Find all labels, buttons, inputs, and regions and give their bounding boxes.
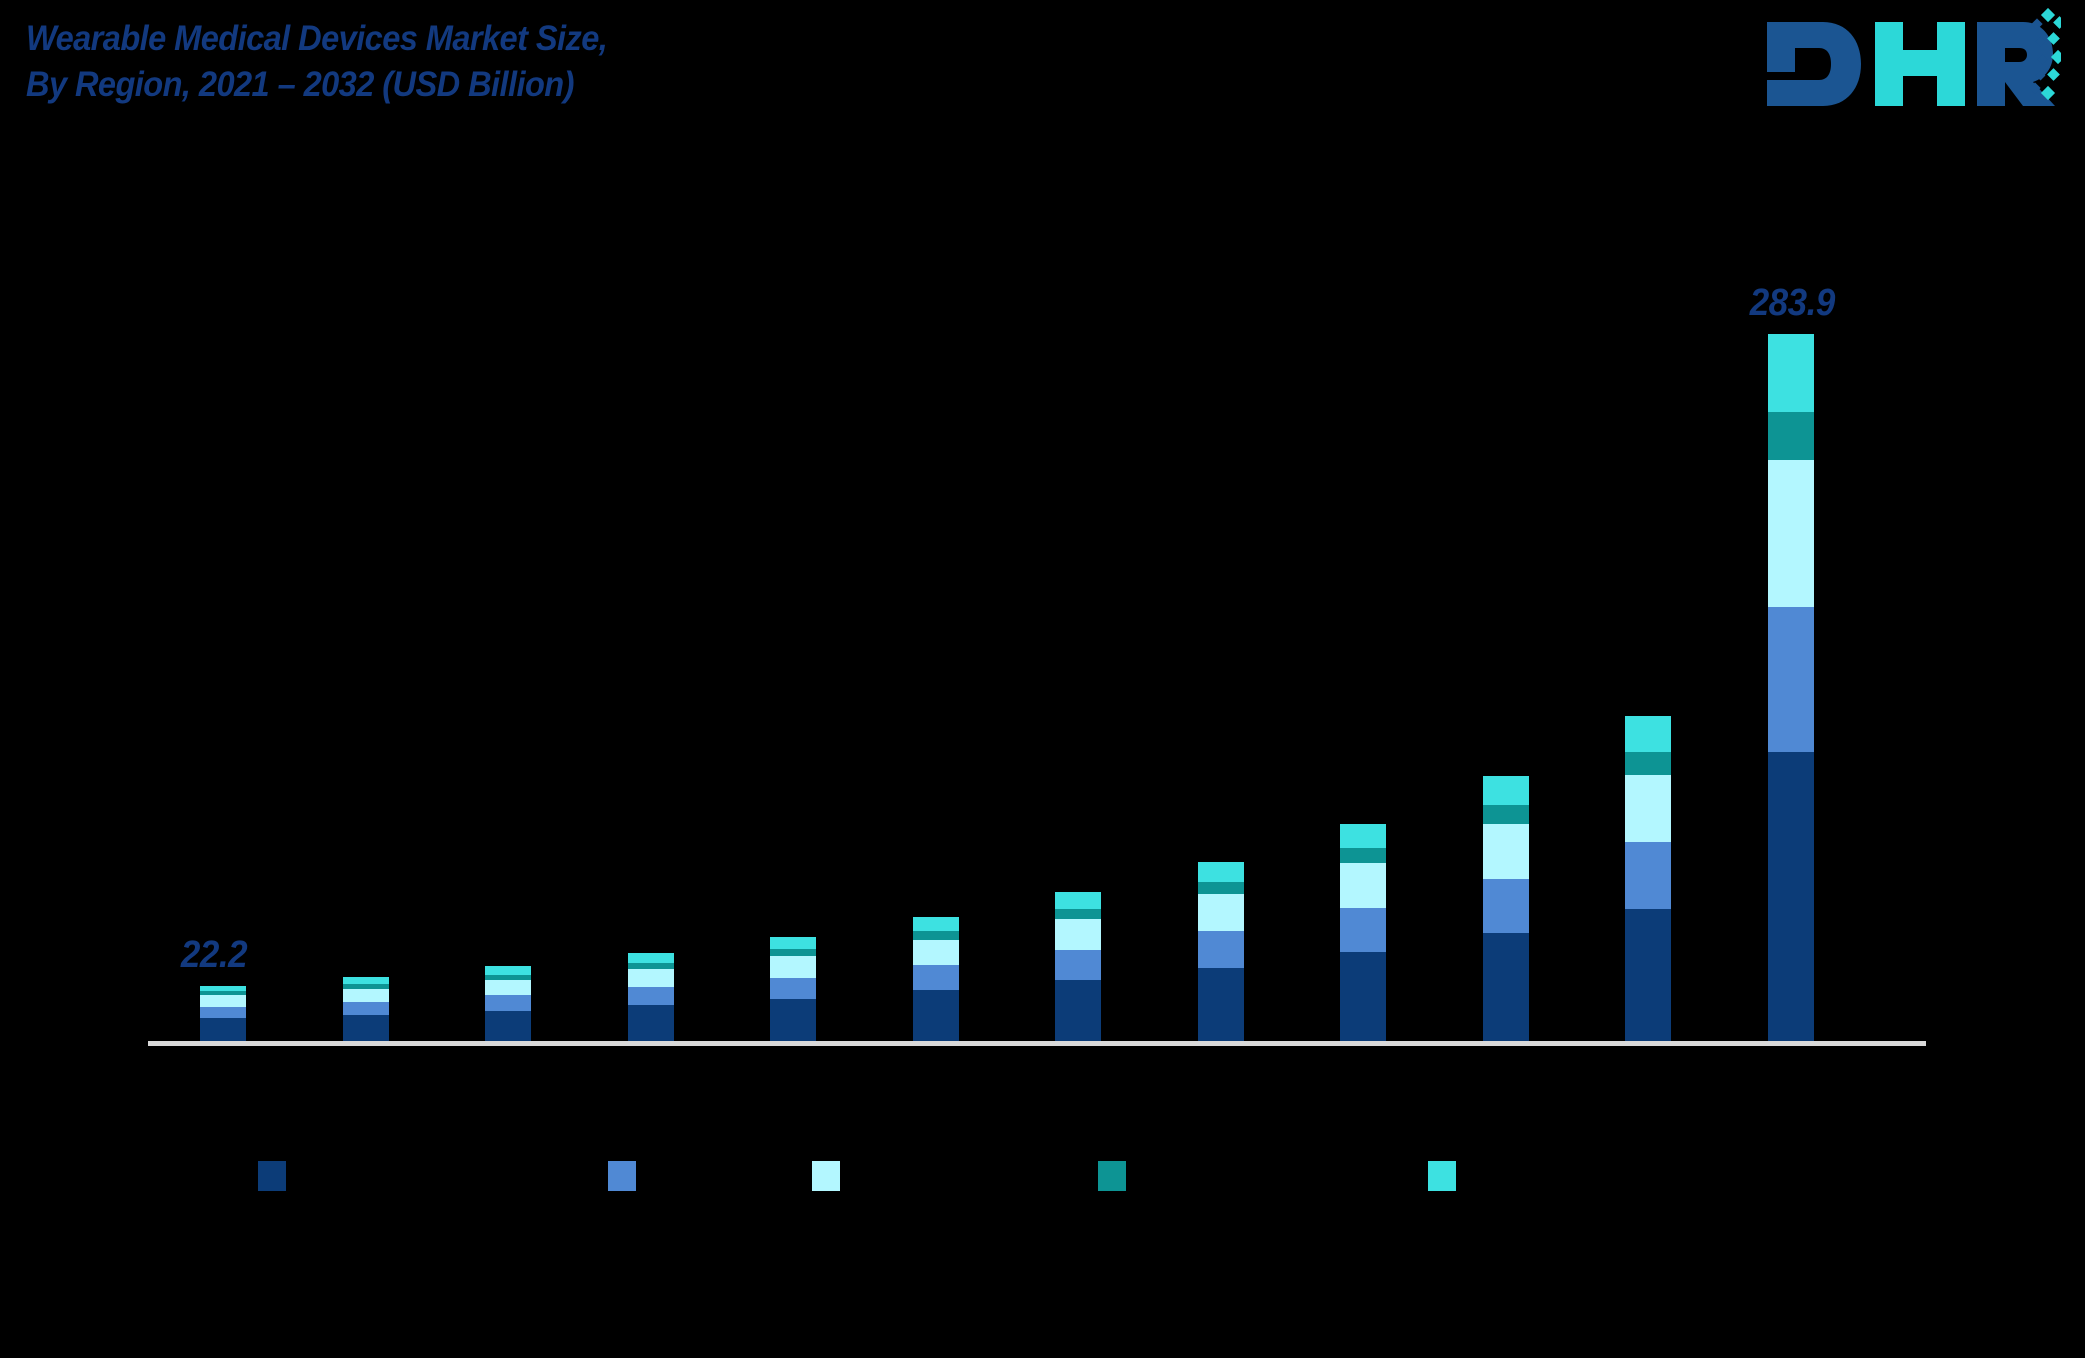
legend-item-europe[interactable]: Europe — [608, 1160, 738, 1191]
bar-2025 — [770, 936, 816, 1041]
bar-segment-north-america — [1625, 908, 1671, 1041]
bar-segment-latin-america — [1625, 752, 1671, 775]
bar-segment-north-america — [1340, 952, 1386, 1041]
bar-segment-asia-pacific — [342, 988, 389, 1002]
bar-segment-mea — [1055, 892, 1101, 909]
bar-segment-asia-pacific — [912, 939, 959, 966]
bar-segment-asia-pacific — [1055, 919, 1101, 950]
bar-2031 — [1625, 716, 1671, 1041]
legend-label: Europe — [648, 1160, 738, 1190]
bar-segment-mea — [1767, 334, 1814, 412]
bar-segment-latin-america — [1482, 805, 1529, 824]
x-axis-line — [148, 1041, 1926, 1046]
chart-title-line-2: By Region, 2021 – 2032 (USD Billion) — [26, 64, 574, 104]
bar-segment-mea — [200, 985, 246, 992]
bar-segment-europe — [770, 977, 816, 999]
bar-segment-mea — [1482, 775, 1529, 806]
bar-segment-north-america — [1767, 752, 1814, 1041]
bar-2024 — [627, 953, 674, 1041]
bar-segment-north-america — [1197, 967, 1244, 1041]
bar-2027 — [1055, 892, 1101, 1041]
value-label-2021: 22.2 — [180, 933, 248, 976]
bar-segment-europe — [1625, 842, 1671, 909]
legend-item-latin-america[interactable]: Latin America — [1098, 1160, 1309, 1191]
bar-segment-north-america — [342, 1014, 389, 1041]
bar-segment-latin-america — [1340, 848, 1386, 863]
bar-segment-asia-pacific — [770, 956, 816, 978]
chart-title: Wearable Medical Devices Market Size, By… — [26, 16, 1176, 107]
bar-segment-latin-america — [485, 974, 531, 980]
bar-segment-north-america — [200, 1017, 246, 1041]
bar-segment-europe — [1197, 931, 1244, 968]
bar-segment-asia-pacific — [200, 995, 246, 1007]
logo-dots-icon — [2029, 8, 2061, 101]
bar-segment-asia-pacific — [627, 969, 674, 988]
bar-segment-mea — [912, 917, 959, 932]
bar-segment-asia-pacific — [485, 980, 531, 996]
bar-segment-north-america — [1055, 980, 1101, 1041]
legend-swatch-icon — [1428, 1160, 1456, 1191]
bar-segment-north-america — [627, 1005, 674, 1041]
bar-segment-europe — [200, 1006, 246, 1018]
bar-segment-europe — [1767, 607, 1814, 753]
legend-item-mea[interactable]: MEA — [1428, 1160, 1526, 1191]
bar-segment-latin-america — [1197, 881, 1244, 895]
bar-segment-europe — [627, 987, 674, 1006]
bar-2029 — [1340, 823, 1386, 1041]
bar-segment-asia-pacific — [1482, 823, 1529, 879]
bar-2021 — [200, 985, 246, 1041]
bar-segment-latin-america — [770, 948, 816, 957]
legend-swatch-icon — [608, 1160, 636, 1191]
bar-segment-latin-america — [200, 991, 246, 996]
bar-segment-mea — [770, 936, 816, 949]
legend-item-north-america[interactable]: North America — [258, 1160, 476, 1191]
bar-segment-mea — [1340, 823, 1386, 849]
bar-segment-latin-america — [1767, 411, 1814, 461]
bar-2032 — [1767, 334, 1814, 1041]
bar-2023 — [485, 966, 531, 1041]
bar-segment-europe — [912, 965, 959, 991]
legend-swatch-icon — [812, 1160, 840, 1191]
bar-segment-north-america — [912, 990, 959, 1041]
bar-segment-north-america — [770, 998, 816, 1041]
bar-segment-mea — [1625, 716, 1671, 753]
bar-2030 — [1482, 775, 1529, 1041]
bar-segment-asia-pacific — [1625, 774, 1671, 843]
bar-segment-europe — [1055, 949, 1101, 981]
bar-segment-mea — [485, 966, 531, 975]
legend-swatch-icon — [1098, 1160, 1126, 1191]
bar-segment-north-america — [485, 1010, 531, 1041]
bar-2026 — [912, 917, 959, 1041]
chart-title-line-1: Wearable Medical Devices Market Size, — [26, 19, 608, 58]
legend-swatch-icon — [258, 1160, 286, 1191]
dhr-logo — [1761, 8, 2061, 120]
legend-label: North America — [298, 1160, 477, 1190]
legend-label: Asia Pacific — [852, 1160, 998, 1190]
bar-2022 — [342, 977, 389, 1041]
bar-segment-europe — [1482, 878, 1529, 933]
bar-segment-north-america — [1482, 932, 1529, 1041]
bar-segment-europe — [1340, 908, 1386, 953]
bar-segment-mea — [342, 977, 389, 985]
legend-item-asia-pacific[interactable]: Asia Pacific — [812, 1160, 998, 1191]
bar-segment-latin-america — [1055, 908, 1101, 919]
legend-label: Latin America — [1138, 1160, 1309, 1190]
bar-segment-mea — [627, 953, 674, 964]
bar-segment-asia-pacific — [1340, 862, 1386, 909]
legend-label: MEA — [1468, 1160, 1526, 1190]
bar-segment-europe — [342, 1001, 389, 1015]
bar-segment-latin-america — [627, 963, 674, 970]
bar-2028 — [1197, 861, 1244, 1041]
bar-segment-latin-america — [342, 984, 389, 989]
bar-segment-mea — [1197, 861, 1244, 882]
bar-segment-europe — [485, 995, 531, 1011]
chart-legend: North America Europe Asia Pacific Latin Ame… — [0, 1160, 2085, 1210]
bar-segment-asia-pacific — [1197, 894, 1244, 932]
value-label-2032: 283.9 — [1749, 282, 1835, 325]
bar-segment-asia-pacific — [1767, 460, 1814, 608]
bar-segment-latin-america — [912, 931, 959, 940]
